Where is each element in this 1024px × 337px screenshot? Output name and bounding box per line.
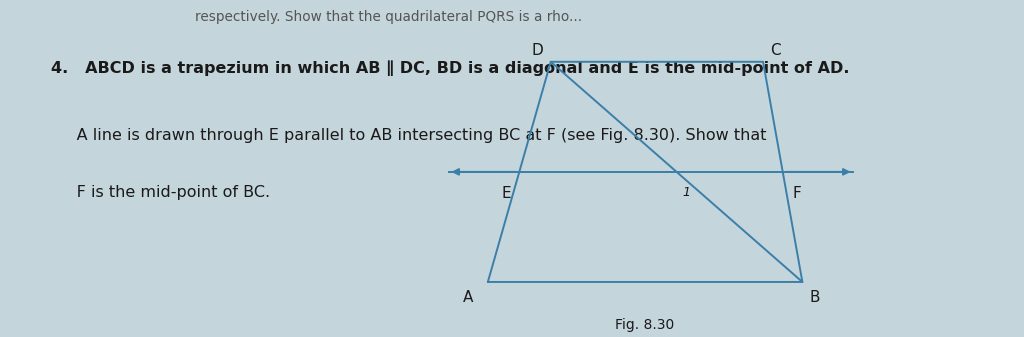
Text: E: E bbox=[502, 186, 511, 201]
Text: A line is drawn through E parallel to AB intersecting BC at F (see Fig. 8.30). S: A line is drawn through E parallel to AB… bbox=[51, 128, 767, 143]
Text: 4.   ABCD is a trapezium in which AB ∥ DC, BD is a diagonal and E is the mid-poi: 4. ABCD is a trapezium in which AB ∥ DC,… bbox=[51, 61, 850, 76]
Text: D: D bbox=[531, 43, 544, 58]
Text: A: A bbox=[463, 290, 474, 305]
Text: Fig. 8.30: Fig. 8.30 bbox=[615, 318, 675, 332]
Text: F: F bbox=[793, 186, 801, 201]
Text: respectively. Show that the quadrilateral PQRS is a rho...: respectively. Show that the quadrilatera… bbox=[195, 10, 582, 24]
Text: 1: 1 bbox=[682, 186, 690, 199]
Text: F is the mid-point of BC.: F is the mid-point of BC. bbox=[51, 185, 270, 201]
Text: B: B bbox=[809, 290, 820, 305]
Text: C: C bbox=[770, 43, 780, 58]
